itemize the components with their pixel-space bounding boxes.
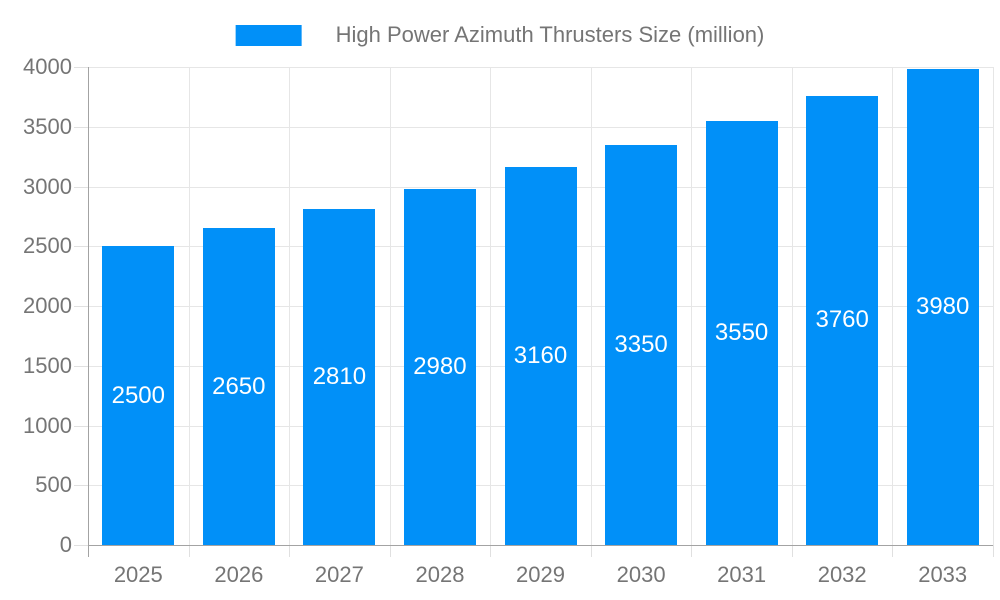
bar-value-label: 3350 (614, 330, 668, 358)
gridline-vertical (289, 67, 290, 545)
x-axis-tick (390, 545, 391, 557)
bar-value-label: 2650 (212, 372, 266, 400)
bar-value-label: 3760 (815, 306, 869, 334)
y-axis-tick (74, 246, 88, 247)
bar-2026[interactable]: 2650 (202, 228, 275, 545)
bar-2025[interactable]: 2500 (102, 246, 175, 546)
x-axis-tick (892, 545, 893, 557)
y-axis-label: 4000 (23, 54, 72, 79)
x-axis-label: 2027 (314, 562, 364, 587)
y-axis-tick (74, 187, 88, 188)
x-axis-label: 2025 (113, 562, 163, 587)
bar-2028[interactable]: 2980 (403, 188, 476, 545)
x-axis-line (88, 545, 993, 546)
x-axis-tick (591, 545, 592, 557)
y-axis-tick (74, 485, 88, 486)
gridline-horizontal (88, 67, 993, 68)
y-axis-label: 0 (59, 532, 72, 557)
y-axis-tick (74, 545, 88, 546)
y-axis-label: 1000 (23, 413, 72, 438)
x-axis-label: 2031 (717, 562, 767, 587)
x-axis-tick (289, 545, 290, 557)
gridline-vertical (892, 67, 893, 545)
bar-value-label: 2810 (312, 363, 367, 391)
gridline-vertical (189, 67, 190, 545)
x-axis-tick (993, 545, 994, 557)
y-axis-tick (74, 306, 88, 307)
x-axis-label: 2032 (817, 562, 867, 587)
x-axis-label: 2029 (516, 562, 565, 587)
bar-2030[interactable]: 3350 (605, 144, 678, 545)
y-axis-label: 1500 (23, 353, 72, 378)
bar-value-label: 2500 (111, 381, 165, 409)
gridline-vertical (691, 67, 692, 545)
y-axis-tick (74, 426, 88, 427)
x-axis-tick (189, 545, 190, 557)
y-axis-tick (74, 127, 88, 128)
x-axis-label: 2026 (214, 562, 264, 587)
x-axis-tick (490, 545, 491, 557)
x-axis-tick (792, 545, 793, 557)
gridline-vertical (792, 67, 793, 545)
bar-2027[interactable]: 2810 (303, 209, 376, 545)
x-axis-tick (691, 545, 692, 557)
bar-2032[interactable]: 3760 (806, 95, 879, 545)
bar-2031[interactable]: 3550 (705, 120, 778, 545)
legend-label: High Power Azimuth Thrusters Size (milli… (335, 22, 765, 47)
gridline-vertical (390, 67, 391, 545)
x-axis-label: 2028 (415, 562, 465, 587)
y-axis-label: 2500 (23, 233, 72, 258)
legend-swatch (235, 24, 302, 46)
bar-value-label: 2980 (413, 352, 467, 380)
y-axis-label: 3500 (23, 114, 72, 139)
x-axis-label: 2033 (918, 562, 968, 587)
chart-legend[interactable]: High Power Azimuth Thrusters Size (milli… (235, 22, 765, 48)
bar-value-label: 3160 (513, 342, 568, 370)
y-axis-tick (74, 366, 88, 367)
gridline-vertical (490, 67, 491, 545)
y-axis-label: 3000 (23, 174, 72, 199)
gridline-vertical (591, 67, 592, 545)
y-axis-line (88, 67, 89, 557)
y-axis-label: 2000 (23, 293, 72, 318)
bar-value-label: 3980 (915, 293, 970, 321)
bar-2033[interactable]: 3980 (906, 69, 979, 545)
gridline-vertical (993, 67, 994, 545)
bar-value-label: 3550 (714, 318, 769, 346)
bar-2029[interactable]: 3160 (504, 167, 577, 545)
y-axis-label: 500 (35, 472, 72, 497)
x-axis-label: 2030 (616, 562, 666, 587)
gridline-horizontal (88, 127, 993, 128)
y-axis-tick (74, 67, 88, 68)
